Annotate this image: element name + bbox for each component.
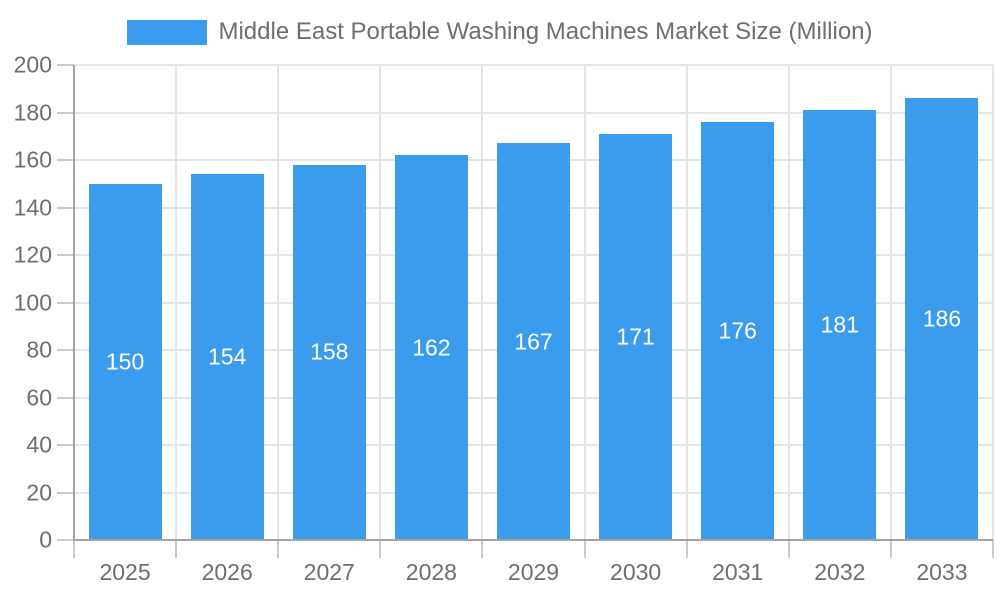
bar[interactable] xyxy=(905,98,979,540)
x-axis-tick-label: 2026 xyxy=(201,559,253,585)
vertical-gridline xyxy=(889,65,892,540)
bar[interactable] xyxy=(803,110,877,540)
bar[interactable] xyxy=(599,133,673,540)
x-axis-tick-label: 2029 xyxy=(507,559,560,585)
bar-value-label: 158 xyxy=(310,338,349,365)
y-axis-tick-mark xyxy=(57,491,74,494)
x-axis-tick-mark xyxy=(787,540,790,558)
bar[interactable] xyxy=(701,122,775,540)
y-axis-tick-mark xyxy=(57,349,74,351)
y-axis-tick-label: 200 xyxy=(13,51,52,78)
vertical-gridline xyxy=(787,65,790,540)
x-axis-tick-mark xyxy=(277,540,280,558)
horizontal-gridline xyxy=(74,111,993,114)
y-axis-tick-label: 180 xyxy=(13,99,52,125)
x-axis-tick-label: 2030 xyxy=(610,559,662,585)
x-axis-tick-mark xyxy=(992,540,994,558)
bar-value-label: 162 xyxy=(412,334,451,361)
x-axis-tick-label: 2031 xyxy=(712,559,764,585)
x-axis-tick-mark xyxy=(379,540,382,558)
x-axis-tick-label: 2032 xyxy=(814,559,866,585)
y-axis-tick-mark xyxy=(57,64,74,66)
x-axis-tick-label: 2027 xyxy=(303,559,355,585)
bar[interactable] xyxy=(88,183,162,540)
vertical-gridline xyxy=(992,65,994,540)
y-axis-line xyxy=(73,65,75,540)
y-axis-tick-mark xyxy=(57,396,74,399)
y-axis-tick-label: 120 xyxy=(13,241,52,268)
vertical-gridline xyxy=(175,65,178,540)
bar-value-label: 150 xyxy=(105,348,145,375)
y-axis-tick-label: 0 xyxy=(39,526,52,553)
x-axis-tick-mark xyxy=(481,540,484,558)
legend-swatch-icon xyxy=(127,19,208,45)
bar-value-label: 167 xyxy=(514,328,553,355)
x-axis-tick-mark xyxy=(73,540,75,558)
x-axis-tick-label: 2025 xyxy=(99,559,151,585)
chart-legend[interactable]: Middle East Portable Washing Machines Ma… xyxy=(0,18,1000,46)
bar-value-label: 181 xyxy=(820,311,860,338)
x-axis-line xyxy=(73,539,993,541)
y-axis-tick-label: 100 xyxy=(13,289,52,315)
y-axis-tick-label: 60 xyxy=(26,384,52,410)
y-axis-tick-label: 140 xyxy=(13,194,52,220)
bar[interactable] xyxy=(292,164,366,540)
x-axis-tick-mark xyxy=(583,540,586,558)
x-axis-tick-mark xyxy=(889,540,892,558)
y-axis-tick-label: 40 xyxy=(26,431,52,458)
y-axis-tick-mark xyxy=(57,444,74,446)
x-axis-tick-label: 2028 xyxy=(405,559,457,585)
bar-value-label: 171 xyxy=(616,323,655,350)
y-axis-tick-mark xyxy=(57,254,74,256)
x-axis-tick-label: 2033 xyxy=(916,559,968,585)
vertical-gridline xyxy=(277,65,280,540)
vertical-gridline xyxy=(583,65,586,540)
bar[interactable] xyxy=(497,143,570,540)
horizontal-gridline xyxy=(74,64,993,66)
bar-value-label: 154 xyxy=(207,343,247,370)
x-axis-tick-mark xyxy=(175,540,178,558)
bar-value-label: 176 xyxy=(718,317,757,344)
bar[interactable] xyxy=(394,155,468,540)
bar-value-label: 186 xyxy=(922,305,962,332)
y-axis-tick-mark xyxy=(57,159,74,161)
vertical-gridline xyxy=(481,65,484,540)
y-axis-tick-label: 160 xyxy=(13,146,52,173)
y-axis-tick-mark xyxy=(57,539,74,541)
bar[interactable] xyxy=(190,174,264,540)
y-axis-tick-mark xyxy=(57,301,74,304)
vertical-gridline xyxy=(685,65,688,540)
y-axis-tick-mark xyxy=(57,206,74,209)
x-axis-tick-mark xyxy=(685,540,688,558)
vertical-gridline xyxy=(379,65,382,540)
y-axis-tick-label: 20 xyxy=(26,479,52,505)
y-axis-tick-mark xyxy=(57,111,74,114)
legend-label: Middle East Portable Washing Machines Ma… xyxy=(218,18,873,45)
y-axis-tick-label: 80 xyxy=(26,336,52,363)
